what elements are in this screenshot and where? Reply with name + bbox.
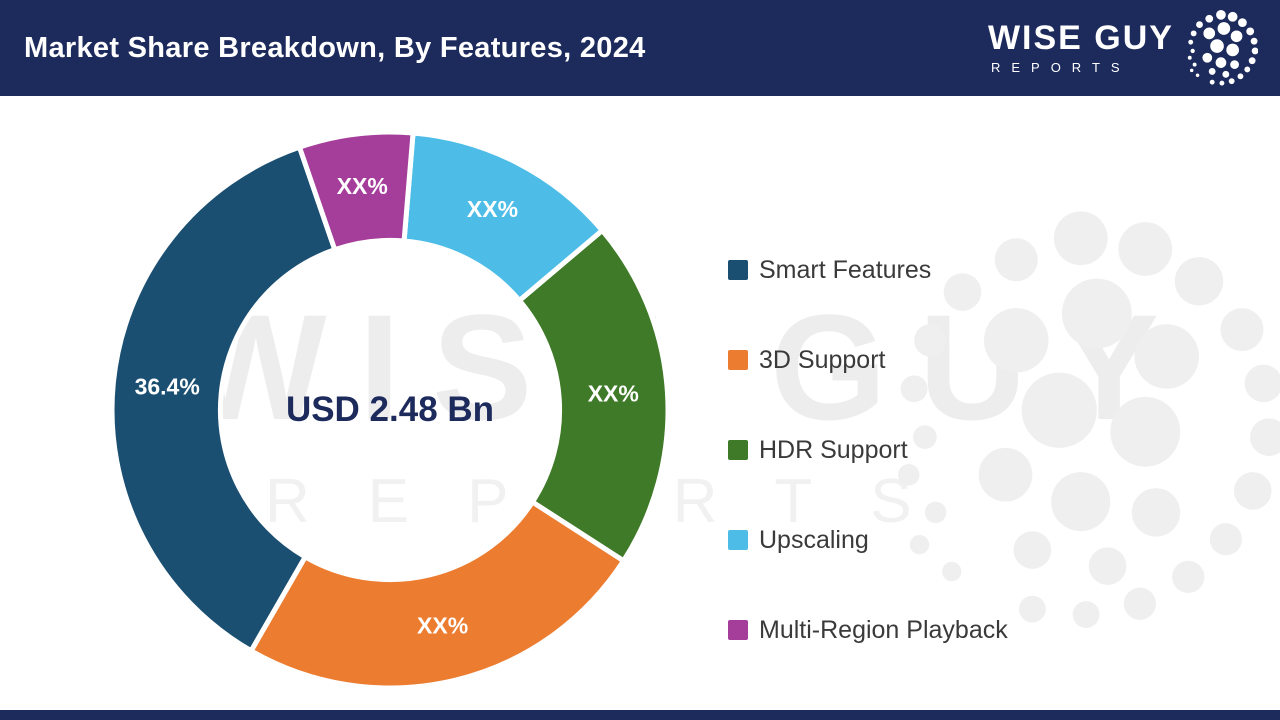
segment-value-label-multi-region-playback: XX%	[337, 173, 388, 199]
legend: Smart Features 3D Support HDR Support Upsca…	[728, 252, 1008, 648]
legend-item-3d-support: 3D Support	[728, 342, 1008, 378]
header: Market Share Breakdown, By Features, 202…	[0, 0, 1280, 96]
page-title: Market Share Breakdown, By Features, 202…	[24, 31, 646, 64]
segment-value-label-hdr-support: XX%	[588, 381, 639, 407]
legend-item-upscaling: Upscaling	[728, 522, 1008, 558]
logo-wordmark: WISE GUY	[987, 19, 1174, 58]
legend-swatch-3d-support	[728, 350, 748, 370]
legend-swatch-smart-features	[728, 260, 748, 280]
legend-item-smart-features: Smart Features	[728, 252, 1008, 288]
logo-text: WISE GUY REPORTS	[987, 19, 1174, 75]
donut-segment-3d-support	[248, 499, 627, 691]
legend-label-multi-region-playback: Multi-Region Playback	[759, 615, 1008, 644]
donut-segment-multi-region-playback	[296, 129, 416, 253]
legend-swatch-hdr-support	[728, 440, 748, 460]
legend-item-hdr-support: HDR Support	[728, 432, 1008, 468]
wise-guy-logo: WISE GUY REPORTS	[988, 9, 1258, 87]
legend-label-smart-features: Smart Features	[759, 255, 932, 284]
segment-value-label-3d-support: XX%	[417, 613, 468, 639]
legend-label-3d-support: 3D Support	[759, 345, 886, 374]
donut-chart: 36.4% XX% XX% XX% XX%	[109, 129, 671, 691]
legend-item-multi-region-playback: Multi-Region Playback	[728, 612, 1008, 648]
legend-label-upscaling: Upscaling	[759, 525, 869, 554]
legend-swatch-multi-region-playback	[728, 620, 748, 640]
chart-center-value: USD 2.48 Bn	[285, 390, 495, 429]
legend-label-hdr-support: HDR Support	[759, 435, 908, 464]
logo-head-icon	[1187, 9, 1258, 86]
chart-area: WISE GUY REPORTS 36.4%XX%XX%XX%XX% USD 2…	[0, 96, 1280, 710]
donut-segment-hdr-support	[516, 227, 671, 564]
segment-value-label-upscaling: XX%	[467, 196, 518, 222]
legend-swatch-upscaling	[728, 530, 748, 550]
segment-value-label-smart-features: 36.4%	[135, 374, 200, 400]
donut-segment-smart-features	[109, 144, 338, 654]
logo-subtext: REPORTS	[990, 59, 1131, 75]
footer-bar	[0, 710, 1280, 720]
